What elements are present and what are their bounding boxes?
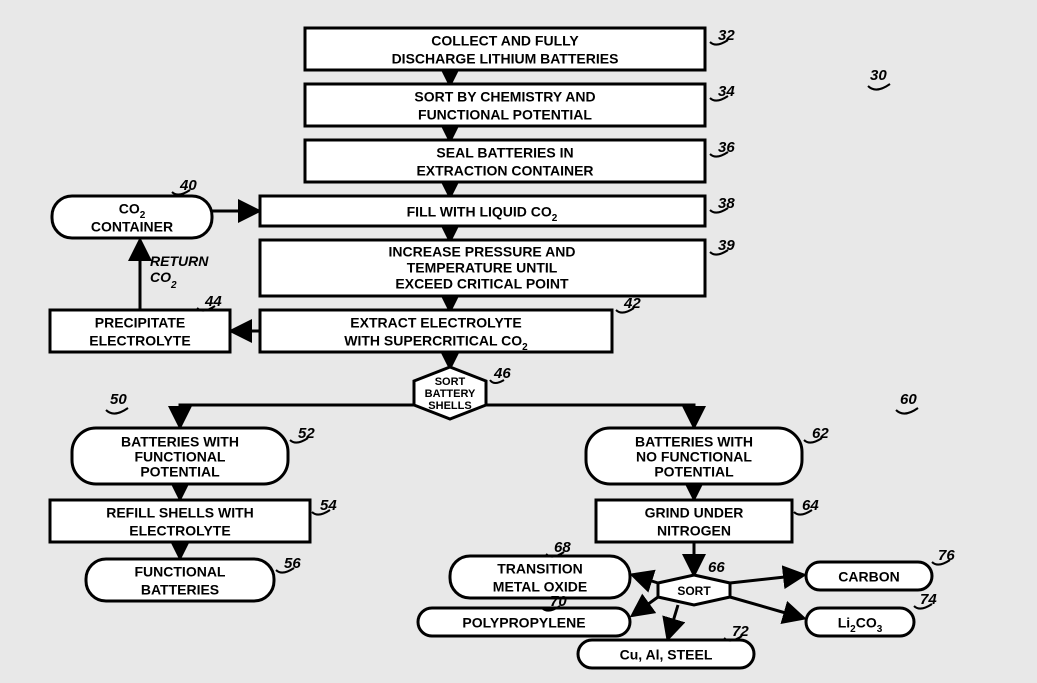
svg-text:POTENTIAL: POTENTIAL — [140, 464, 220, 480]
svg-text:ELECTROLYTE: ELECTROLYTE — [89, 333, 190, 349]
svg-text:SHELLS: SHELLS — [428, 400, 471, 412]
ref-46: 46 — [493, 365, 511, 382]
svg-text:COLLECT AND FULLY: COLLECT AND FULLY — [431, 33, 579, 49]
node-54: REFILL SHELLS WITH ELECTROLYTE 54 — [50, 497, 337, 542]
svg-text:NITROGEN: NITROGEN — [657, 523, 731, 539]
svg-text:FUNCTIONAL POTENTIAL: FUNCTIONAL POTENTIAL — [418, 107, 592, 123]
svg-text:METAL OXIDE: METAL OXIDE — [493, 579, 587, 595]
svg-text:EXTRACT ELECTROLYTE: EXTRACT ELECTROLYTE — [350, 315, 521, 331]
svg-text:BATTERIES: BATTERIES — [141, 582, 219, 598]
node-32: COLLECT AND FULLY DISCHARGE LITHIUM BATT… — [305, 27, 735, 70]
svg-text:ELECTROLYTE: ELECTROLYTE — [129, 523, 230, 539]
svg-text:TEMPERATURE UNTIL: TEMPERATURE UNTIL — [407, 260, 558, 276]
svg-text:PRECIPITATE: PRECIPITATE — [95, 315, 186, 331]
svg-text:CARBON: CARBON — [838, 569, 899, 585]
svg-text:CONTAINER: CONTAINER — [91, 219, 173, 235]
svg-text:BATTERIES WITH: BATTERIES WITH — [121, 434, 239, 450]
svg-text:SEAL BATTERIES IN: SEAL BATTERIES IN — [436, 145, 573, 161]
svg-text:NO FUNCTIONAL: NO FUNCTIONAL — [636, 449, 752, 465]
ref-30: 30 — [870, 67, 887, 84]
svg-text:REFILL SHELLS WITH: REFILL SHELLS WITH — [106, 505, 254, 521]
svg-text:50: 50 — [110, 391, 127, 408]
node-38: FILL WITH LIQUID CO2 38 — [260, 195, 735, 226]
svg-text:60: 60 — [900, 391, 917, 408]
node-64: GRIND UNDER NITROGEN 64 — [596, 497, 819, 542]
flowchart-svg: COLLECT AND FULLY DISCHARGE LITHIUM BATT… — [0, 0, 1037, 683]
ref-66: 66 — [708, 559, 725, 576]
svg-text:DISCHARGE LITHIUM BATTERIES: DISCHARGE LITHIUM BATTERIES — [392, 51, 619, 67]
node-52: BATTERIES WITH FUNCTIONAL POTENTIAL 52 — [72, 425, 315, 484]
svg-text:Cu, Al, STEEL: Cu, Al, STEEL — [620, 647, 713, 663]
svg-text:FUNCTIONAL: FUNCTIONAL — [135, 564, 226, 580]
svg-text:TRANSITION: TRANSITION — [497, 561, 583, 577]
node-62: BATTERIES WITH NO FUNCTIONAL POTENTIAL 6… — [586, 425, 829, 484]
svg-text:EXCEED CRITICAL POINT: EXCEED CRITICAL POINT — [395, 276, 569, 292]
svg-text:GRIND UNDER: GRIND UNDER — [645, 505, 744, 521]
svg-text:30: 30 — [870, 67, 887, 84]
svg-text:EXTRACTION CONTAINER: EXTRACTION CONTAINER — [416, 163, 593, 179]
node-34: SORT BY CHEMISTRY AND FUNCTIONAL POTENTI… — [305, 83, 735, 126]
node-36: SEAL BATTERIES IN EXTRACTION CONTAINER 3… — [305, 139, 735, 182]
svg-text:INCREASE PRESSURE AND: INCREASE PRESSURE AND — [389, 244, 576, 260]
node-39: INCREASE PRESSURE AND TEMPERATURE UNTIL … — [260, 237, 735, 296]
svg-text:BATTERY: BATTERY — [425, 388, 476, 400]
svg-text:SORT BY CHEMISTRY AND: SORT BY CHEMISTRY AND — [414, 89, 595, 105]
svg-text:BATTERIES WITH: BATTERIES WITH — [635, 434, 753, 450]
svg-text:RETURN: RETURN — [150, 253, 209, 269]
svg-text:POLYPROPYLENE: POLYPROPYLENE — [462, 615, 585, 631]
svg-text:FUNCTIONAL: FUNCTIONAL — [135, 449, 226, 465]
svg-text:SORT: SORT — [677, 584, 711, 598]
svg-text:POTENTIAL: POTENTIAL — [654, 464, 734, 480]
svg-text:SORT: SORT — [435, 376, 466, 388]
